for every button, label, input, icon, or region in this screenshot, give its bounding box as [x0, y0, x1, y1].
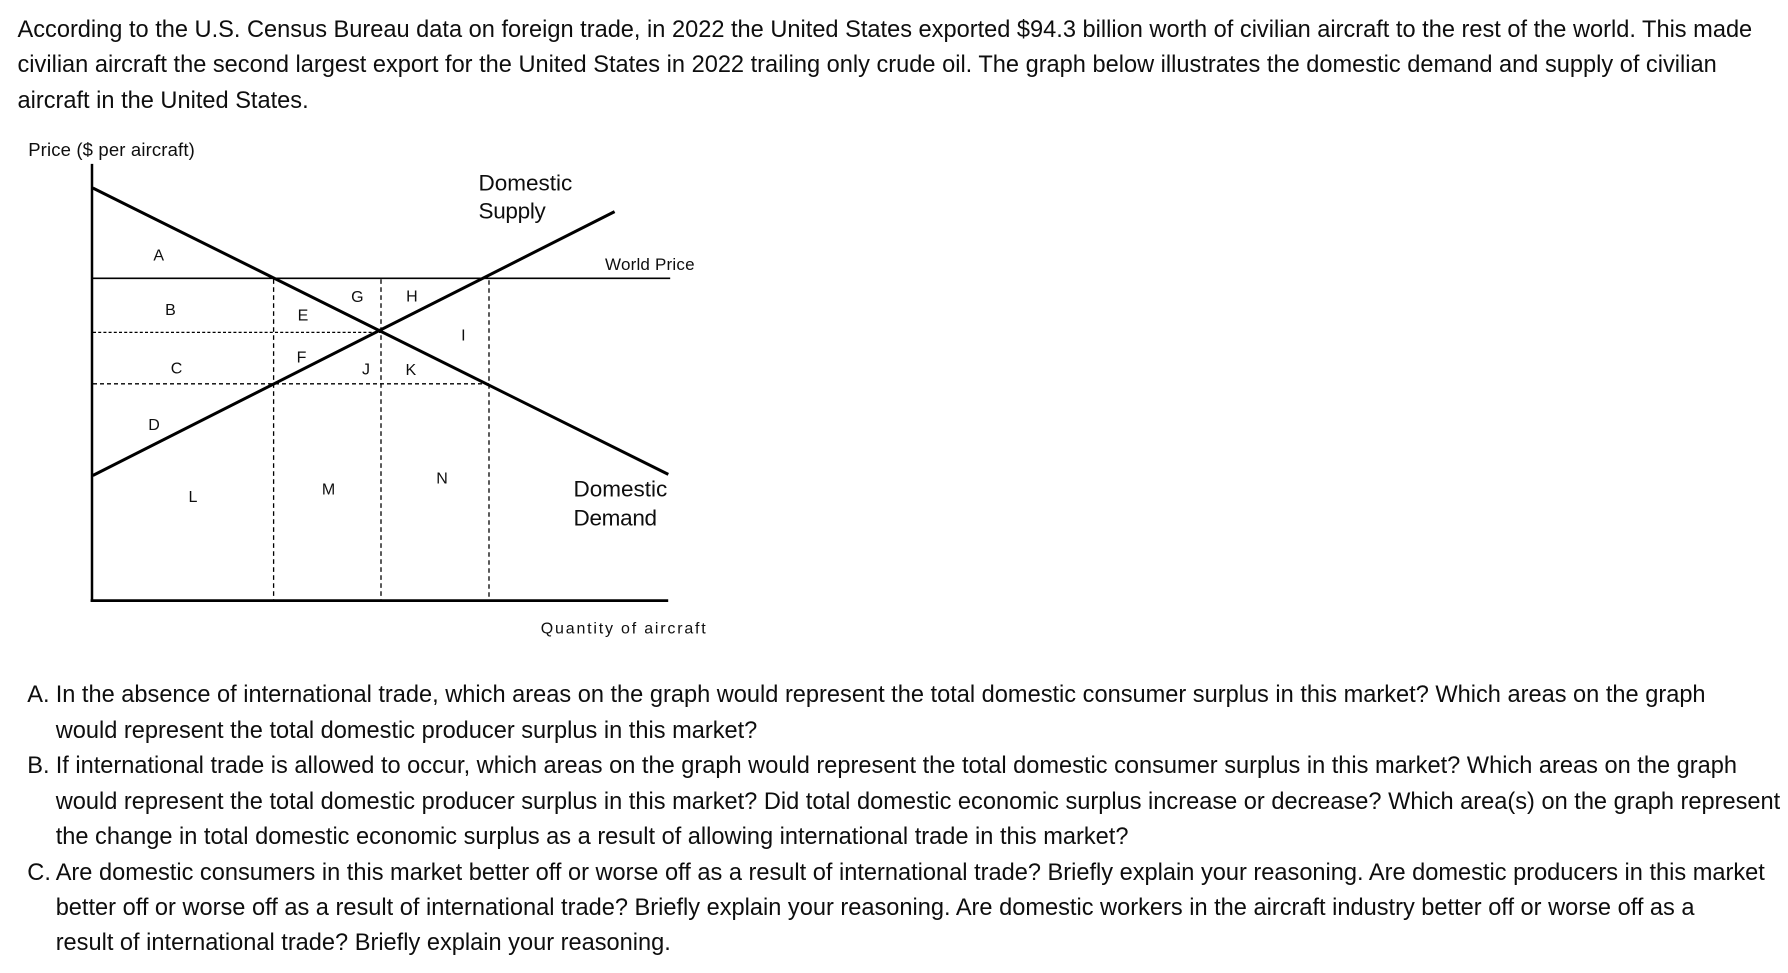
svg-text:L: L [189, 489, 198, 506]
svg-text:Quantity of aircraft: Quantity of aircraft [541, 621, 708, 638]
svg-text:B: B [165, 302, 176, 319]
svg-text:K: K [405, 362, 416, 379]
svg-text:N: N [436, 470, 448, 487]
svg-text:D: D [148, 417, 160, 434]
svg-text:I: I [461, 328, 465, 345]
svg-text:H: H [406, 289, 418, 306]
svg-text:F: F [297, 350, 307, 367]
svg-text:Demand: Demand [574, 505, 657, 530]
svg-text:Supply: Supply [479, 199, 547, 224]
svg-text:Domestic: Domestic [479, 171, 573, 196]
svg-text:Price ($ per aircraft): Price ($ per aircraft) [28, 139, 195, 160]
svg-text:C: C [171, 361, 183, 378]
svg-text:G: G [351, 289, 363, 306]
svg-text:J: J [362, 362, 370, 379]
svg-text:A: A [153, 248, 164, 265]
svg-text:E: E [298, 308, 309, 325]
svg-text:World Price: World Price [605, 255, 695, 274]
svg-text:Domestic: Domestic [574, 477, 668, 502]
svg-text:M: M [322, 482, 335, 499]
